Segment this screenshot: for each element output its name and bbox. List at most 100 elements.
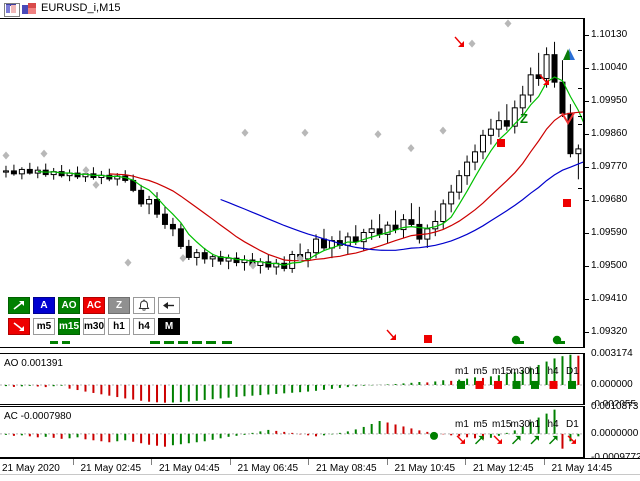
fractal-marker (92, 180, 100, 189)
time-axis-label: 21 May 06:45 (237, 463, 299, 474)
timeframe-m5-button[interactable]: m5 (33, 318, 55, 335)
candlestick (495, 111, 502, 138)
trend-up-button[interactable] (8, 297, 30, 314)
ac-timeframe-label-h4[interactable]: h4 (548, 419, 560, 430)
ac-timeframe-label-m30[interactable]: m30 (511, 419, 531, 430)
ac-button[interactable]: AC (83, 297, 105, 314)
ao-state-square-h1 (531, 380, 539, 389)
ao-state-square-D1 (568, 380, 576, 389)
fractal-marker (407, 144, 415, 153)
save-profile-icon[interactable] (22, 3, 36, 15)
ac-histogram-canvas: m1 m5 m15 m30 h1 h4 D1 (0, 409, 583, 449)
ao-timeframe-label-h1[interactable]: h1 (529, 366, 541, 377)
ao-timeframe-label-D1[interactable]: D1 (566, 366, 579, 377)
candlestick (400, 214, 407, 238)
price-axis-label: 1.09590 (591, 226, 628, 238)
price-axis-minor-tick (578, 50, 582, 51)
time-axis-label: 21 May 10:45 (394, 463, 456, 474)
ao-axis-label: 0.003174 (591, 348, 633, 359)
candlestick (559, 60, 566, 117)
fractal-marker (374, 130, 382, 139)
ac-timeframe-label-m1[interactable]: m1 (455, 419, 469, 430)
timeframe-h4-button[interactable]: h4 (133, 318, 155, 335)
price-axis-tick (584, 166, 589, 168)
candlestick (90, 167, 97, 180)
time-axis-tick (151, 459, 152, 465)
price-axis-label: 1.09320 (591, 325, 628, 337)
candlestick (58, 165, 65, 178)
time-axis-label: 21 May 14:45 (551, 463, 613, 474)
zone-button[interactable]: Z (108, 297, 130, 314)
ao-timeframe-label-m30[interactable]: m30 (511, 366, 531, 377)
candlestick (185, 239, 192, 260)
sell-arrow-marker-right (539, 74, 549, 85)
auto-button[interactable]: A (33, 297, 55, 314)
ac-indicator-pane[interactable]: AC -0.0007980 m1 m5 m15 m30 h1 h4 D1 (0, 406, 584, 458)
candlestick (543, 47, 550, 88)
timeframe-monthly-button[interactable]: M (158, 318, 180, 335)
ac-axis-label: 0.0000000 (591, 427, 639, 439)
fractal-marker (124, 258, 132, 267)
bell-icon (138, 299, 150, 311)
candlestick (456, 170, 463, 200)
ac-state-arrow-h4 (549, 435, 558, 445)
candlestick (289, 250, 296, 273)
alert-button[interactable] (133, 297, 155, 314)
window-tile-icon[interactable] (4, 3, 20, 17)
bottom-sell-arrow (386, 329, 396, 340)
ac-timeframe-label-D1[interactable]: D1 (566, 419, 579, 430)
trend-dash-marker (50, 341, 58, 344)
ac-timeframe-label-m15[interactable]: m15 (492, 419, 512, 430)
time-axis-label: 21 May 12:45 (473, 463, 534, 474)
fractal-marker (2, 151, 10, 160)
candlestick (281, 256, 288, 272)
ao-timeframe-label-m1[interactable]: m1 (455, 366, 469, 377)
time-axis-tick (543, 459, 545, 465)
arrow-left-icon (163, 302, 174, 309)
candlestick (66, 169, 73, 182)
ao-timeframe-label-m5[interactable]: m5 (474, 366, 488, 377)
ao-state-square-m1 (457, 380, 465, 389)
price-axis-label: 1.09500 (591, 259, 628, 271)
time-axis-tick (465, 459, 466, 465)
fractal-marker (82, 166, 90, 175)
bottom-red-square (424, 335, 432, 343)
candlestick (448, 184, 455, 213)
ac-state-arrow-m1 (456, 435, 465, 444)
trend-dash-marker (206, 341, 216, 344)
candlestick (519, 85, 526, 117)
price-chart-pane[interactable]: Z (0, 18, 584, 348)
fractal-marker (301, 128, 309, 137)
candlestick (567, 104, 574, 158)
trend-dash-marker (192, 341, 202, 344)
ao-timeframe-label-m15[interactable]: m15 (492, 366, 512, 377)
back-button[interactable] (158, 297, 180, 314)
time-axis-label: 21 May 04:45 (159, 463, 220, 474)
candlestick (416, 206, 423, 244)
price-axis-tick (584, 232, 589, 234)
candlestick (209, 253, 216, 267)
ao-timeframe-label-h4[interactable]: h4 (548, 366, 560, 377)
ac-axis-label: 0.0010873 (591, 401, 639, 412)
price-axis-tick (584, 67, 589, 69)
ac-timeframe-label-m5[interactable]: m5 (474, 419, 488, 430)
ac-timeframe-label-h1[interactable]: h1 (529, 419, 541, 430)
zone-label: Z (520, 111, 528, 126)
timeframe-m15-button[interactable]: m15 (58, 318, 80, 335)
candlestick (169, 217, 176, 237)
price-axis-label: 1.09950 (591, 94, 628, 106)
candlestick (464, 155, 471, 185)
arrow-up-right-icon (13, 301, 24, 310)
price-axis-label: 1.10040 (591, 61, 628, 73)
timeframe-m30-button[interactable]: m30 (83, 318, 105, 335)
ma-medium-line (109, 111, 583, 262)
trend-down-button[interactable] (8, 318, 30, 335)
fractal-marker (249, 261, 257, 270)
ao-indicator-pane[interactable]: AO 0.001391 m1 m5 m15 m30 h1 h4 D1 (0, 353, 584, 405)
candlestick (106, 168, 113, 182)
candlestick (487, 118, 494, 145)
trend-dash-marker (150, 341, 160, 344)
time-axis-label: 21 May 02:45 (80, 463, 142, 474)
timeframe-h1-button[interactable]: h1 (108, 318, 130, 335)
ao-button[interactable]: AO (58, 297, 80, 314)
